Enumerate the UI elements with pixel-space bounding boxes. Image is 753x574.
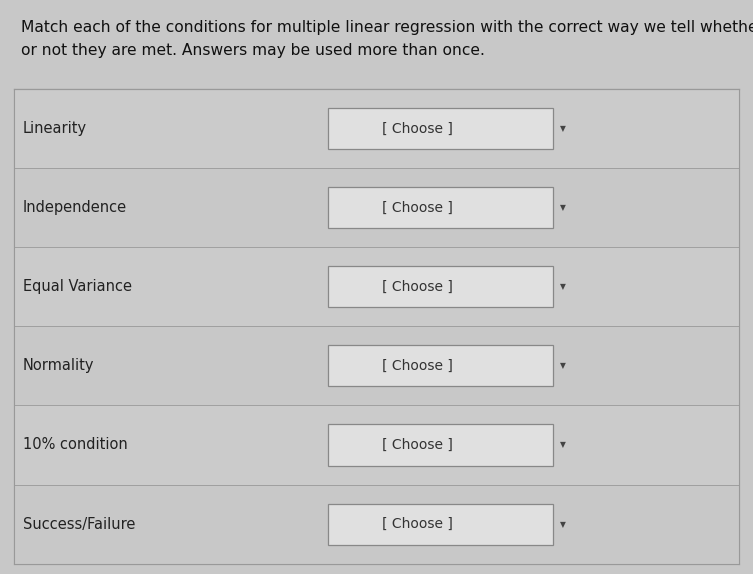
Text: [ Choose ]: [ Choose ] — [383, 438, 453, 452]
Bar — [328, 187, 553, 228]
Text: Equal Variance: Equal Variance — [23, 280, 132, 294]
Bar — [328, 266, 553, 307]
Bar — [14, 89, 739, 564]
Text: Linearity: Linearity — [23, 121, 87, 136]
Text: [ Choose ]: [ Choose ] — [383, 201, 453, 215]
Text: Match each of the conditions for multiple linear regression with the correct way: Match each of the conditions for multipl… — [21, 20, 753, 35]
Text: ▼: ▼ — [560, 362, 566, 370]
Bar — [14, 247, 739, 326]
Bar — [328, 108, 553, 149]
Text: Normality: Normality — [23, 358, 94, 373]
Text: Independence: Independence — [23, 200, 127, 215]
Bar — [14, 89, 739, 168]
Text: Success/Failure: Success/Failure — [23, 517, 135, 532]
Text: ▼: ▼ — [560, 203, 566, 212]
Text: ▼: ▼ — [560, 282, 566, 291]
Text: [ Choose ]: [ Choose ] — [383, 122, 453, 135]
Text: [ Choose ]: [ Choose ] — [383, 517, 453, 531]
Text: ▼: ▼ — [560, 440, 566, 449]
Text: [ Choose ]: [ Choose ] — [383, 359, 453, 373]
Bar — [328, 346, 553, 386]
Bar — [14, 168, 739, 247]
Bar — [328, 503, 553, 545]
Text: [ Choose ]: [ Choose ] — [383, 280, 453, 294]
Text: or not they are met. Answers may be used more than once.: or not they are met. Answers may be used… — [21, 43, 485, 58]
Text: 10% condition: 10% condition — [23, 437, 127, 452]
Bar — [14, 326, 739, 405]
Bar — [14, 484, 739, 564]
Bar — [14, 405, 739, 484]
Bar — [328, 424, 553, 466]
Text: ▼: ▼ — [560, 124, 566, 133]
Text: ▼: ▼ — [560, 519, 566, 529]
